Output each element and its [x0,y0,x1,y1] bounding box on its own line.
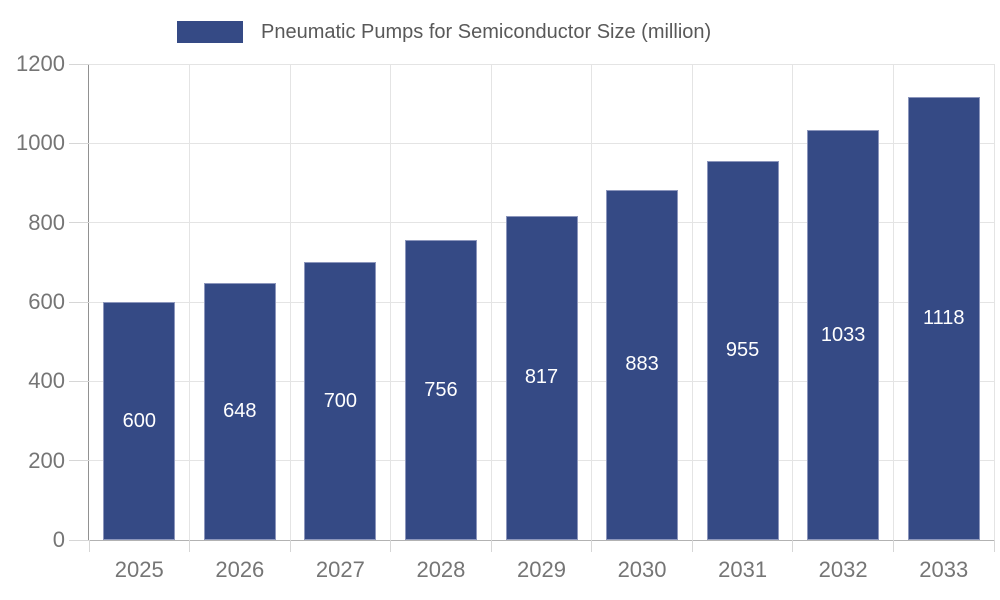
plot-area: 0 200 400 600 800 1000 1200 2025 2026 2027 2028 202… [16,51,995,582]
x-axis-label: 2031 [718,557,768,582]
gridline-vertical [289,64,291,540]
y-axis-tick [69,301,89,303]
bar[interactable]: 700 [304,262,377,540]
x-axis-label: 2033 [919,557,969,582]
x-axis-label: 2032 [818,557,868,582]
legend-swatch-icon [177,21,243,43]
gridline-vertical [189,64,191,540]
bar-value-label: 883 [625,353,659,376]
y-axis-tick-label: 0 [52,527,65,552]
bar-value-label: 817 [524,366,559,389]
chart-legend[interactable]: Pneumatic Pumps for Semiconductor Size (… [177,20,711,44]
bar[interactable]: 1118 [907,96,980,540]
x-axis-tick [792,540,794,552]
bar-value-label: 648 [223,399,257,422]
y-axis-tick-label: 200 [28,447,65,473]
gridline-horizontal [89,63,994,65]
bar[interactable]: 883 [606,189,679,540]
gridline-vertical [792,64,794,540]
y-axis-tick [69,380,89,382]
x-axis-label: 2029 [517,557,566,582]
bar-value-label: 756 [424,378,458,401]
x-axis-tick [691,540,693,552]
legend-label: Pneumatic Pumps for Semiconductor Size (… [261,21,712,43]
bar[interactable]: 648 [203,282,276,540]
y-axis-tick-label: 400 [28,368,65,394]
x-axis-label: 2025 [114,557,164,582]
x-axis-tick [390,540,392,552]
y-axis-tick [69,142,89,144]
gridline-vertical [892,64,894,540]
y-axis-tick [69,539,89,541]
x-axis-label: 2026 [215,557,265,582]
bar-value-label: 955 [725,339,760,362]
gridline-vertical [390,64,392,540]
x-axis-tick [591,540,593,552]
gridline-vertical [490,64,492,540]
x-axis-tick [892,540,894,552]
y-axis-tick [69,222,89,224]
bar[interactable]: 955 [706,161,779,540]
bar[interactable]: 817 [505,215,578,540]
y-axis-tick-label: 1200 [16,51,65,76]
bar[interactable]: 600 [103,302,176,540]
x-axis-tick [88,540,90,552]
x-axis-tick [189,540,191,552]
x-axis-tick [289,540,291,552]
bar-value-label: 600 [122,409,156,432]
y-axis-tick-label: 800 [28,209,65,235]
x-axis-label: 2030 [617,557,667,582]
y-axis-tick-label: 1000 [16,130,65,156]
gridline-vertical [591,64,593,540]
x-axis-label: 2028 [416,557,466,582]
x-axis-tick [993,540,995,552]
gridline-vertical [691,64,693,540]
bar-value-label: 700 [323,389,358,412]
bar[interactable]: 1033 [807,130,880,540]
bar[interactable]: 756 [404,240,477,540]
bar-value-label: 1118 [922,306,965,329]
x-axis-label: 2027 [315,557,365,582]
gridline-vertical [993,64,995,540]
y-axis-tick-label: 600 [28,289,65,314]
y-axis-tick [69,63,89,65]
x-axis-tick [490,540,492,552]
y-axis-tick [69,460,89,462]
bar-value-label: 1033 [820,323,866,346]
